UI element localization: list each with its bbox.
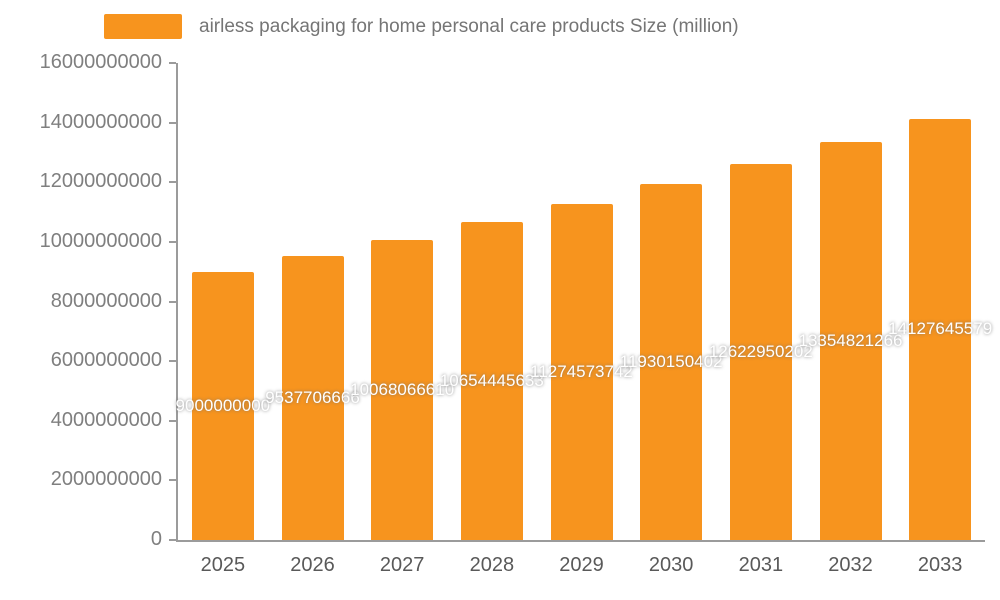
y-axis-tick — [169, 539, 176, 541]
x-axis-label-2031: 2031 — [738, 554, 784, 576]
y-axis-tick-label: 2000000000 — [50, 468, 162, 491]
bar-2027[interactable] — [371, 239, 434, 540]
bar-2028[interactable] — [460, 222, 523, 540]
x-axis-label-2032: 2032 — [828, 554, 873, 576]
x-axis-label-2026: 2026 — [290, 554, 335, 576]
bar-2025[interactable] — [191, 271, 254, 540]
y-axis-line — [176, 63, 178, 542]
x-axis-label-2028: 2028 — [469, 554, 515, 576]
y-axis-tick — [169, 360, 176, 363]
bar-value-label: 11930150402 — [619, 352, 723, 372]
y-axis-tick-label: 14000000000 — [39, 110, 162, 133]
legend[interactable]: airless packaging for home personal care… — [104, 14, 739, 39]
x-axis-label-2029: 2029 — [559, 554, 604, 576]
y-axis-tick-label: 4000000000 — [50, 408, 162, 431]
y-axis-tick — [169, 300, 176, 303]
bar-2031[interactable] — [729, 163, 792, 540]
bar-value-label: 10654445633 — [439, 371, 544, 391]
y-axis-tick — [169, 62, 176, 64]
bar-2026[interactable] — [281, 255, 344, 540]
x-axis-label-2025: 2025 — [200, 554, 246, 576]
x-axis-label-2027: 2027 — [379, 554, 425, 576]
y-axis-tick-label: 10000000000 — [39, 229, 162, 252]
y-axis-tick-label: 6000000000 — [50, 349, 162, 372]
y-axis-tick — [169, 479, 176, 482]
y-axis-tick-label: 8000000000 — [50, 289, 162, 312]
bar-value-label: 11274573742 — [530, 361, 633, 381]
bar-value-label: 9537706666 — [265, 387, 360, 407]
x-axis-label-2033: 2033 — [917, 554, 963, 576]
bar-value-label: 12622950202 — [708, 341, 813, 361]
bar-2030[interactable] — [640, 184, 703, 540]
bar-2033[interactable] — [909, 118, 972, 540]
y-axis-tick-label: 12000000000 — [39, 170, 162, 193]
y-axis-tick-label: 16000000000 — [39, 51, 162, 73]
x-axis-line — [176, 540, 985, 542]
bar-value-label: 9000000000 — [175, 395, 271, 415]
bar-2029[interactable] — [550, 203, 613, 540]
y-axis-tick — [169, 181, 176, 184]
bar-value-label: 10068066610 — [350, 379, 455, 399]
bar-value-label: 13354821266 — [798, 330, 903, 350]
x-axis-label-2030: 2030 — [648, 554, 694, 576]
y-axis-tick — [169, 240, 176, 243]
legend-label: airless packaging for home personal care… — [199, 15, 739, 37]
y-axis-tick — [169, 419, 176, 422]
legend-swatch — [104, 14, 182, 39]
y-axis-tick-label: 0 — [150, 528, 162, 550]
bar-value-label: 14127645579 — [888, 319, 993, 339]
bar-2032[interactable] — [819, 141, 882, 540]
y-axis-tick — [169, 121, 176, 124]
